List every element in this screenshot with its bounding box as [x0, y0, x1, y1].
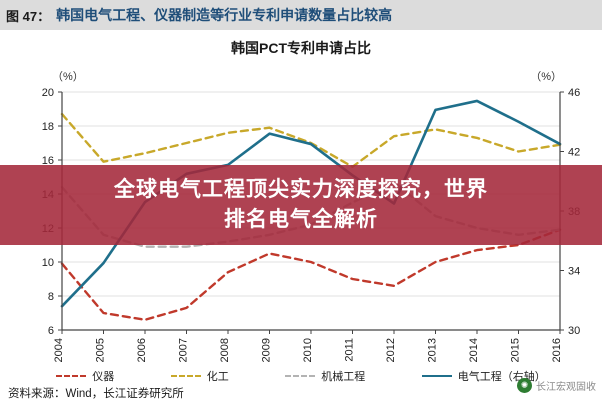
figure-header: 图 47： 韩国电气工程、仪器制造等行业专利申请数量占比较高: [0, 0, 602, 32]
chart-legend: 仪器 化工 机械工程 电气工程（右轴）: [0, 365, 602, 387]
legend-item-mechanical: 机械工程: [285, 368, 365, 384]
svg-text:2016: 2016: [551, 338, 563, 362]
legend-item-instrument: 仪器: [56, 368, 114, 384]
left-axis-unit: （%）: [52, 71, 84, 83]
svg-text:2005: 2005: [95, 338, 107, 362]
svg-text:2010: 2010: [302, 338, 314, 362]
overlay-line-2: 排名电气全解析: [224, 208, 378, 231]
overlay-line-1: 全球电气工程顶尖实力深度探究，世界: [114, 178, 488, 201]
legend-label-mechanical: 机械工程: [321, 371, 366, 383]
svg-text:42: 42: [568, 147, 580, 159]
svg-text:2012: 2012: [385, 338, 397, 362]
figure-title: 韩国电气工程、仪器制造等行业专利申请数量占比较高: [56, 7, 393, 23]
source-note: 资料来源：Wind，长江证券研究所: [8, 388, 184, 400]
legend-swatch-chemical: [170, 375, 201, 377]
svg-text:2014: 2014: [468, 338, 480, 362]
legend-swatch-mechanical: [285, 375, 316, 377]
figure-number: 图 47：: [6, 8, 51, 24]
svg-text:8: 8: [48, 291, 54, 303]
legend-swatch-instrument: [56, 375, 87, 377]
x-axis-ticks: 2004 2005 2006 2007 2008 2009 2010 2011 2012 2013…: [53, 330, 563, 362]
svg-text:46: 46: [568, 87, 580, 99]
svg-text:2006: 2006: [136, 338, 148, 362]
right-axis-unit: （%）: [530, 71, 562, 83]
svg-text:18: 18: [42, 121, 54, 133]
svg-text:10: 10: [42, 257, 54, 269]
svg-text:6: 6: [48, 325, 54, 337]
svg-text:2015: 2015: [510, 338, 522, 362]
svg-text:34: 34: [568, 266, 580, 278]
watermark-label: 长江宏观固收: [536, 382, 596, 393]
svg-text:2004: 2004: [53, 338, 65, 362]
svg-text:20: 20: [42, 87, 54, 99]
leaf-icon: ✺: [517, 378, 532, 393]
svg-text:30: 30: [568, 325, 580, 337]
legend-swatch-electrical: [421, 375, 452, 377]
legend-label-chemical: 化工: [206, 371, 229, 383]
svg-text:16: 16: [42, 155, 54, 167]
svg-text:2007: 2007: [178, 338, 190, 362]
svg-text:2008: 2008: [219, 338, 231, 362]
watermark: ✺ 长江宏观固收: [517, 378, 596, 393]
legend-label-instrument: 仪器: [92, 371, 115, 383]
svg-text:2013: 2013: [427, 338, 439, 362]
figure-footer: 资料来源：Wind，长江证券研究所: [0, 386, 602, 400]
overlay-banner: 全球电气工程顶尖实力深度探究，世界 排名电气全解析: [0, 165, 602, 245]
chart-title: 韩国PCT专利申请占比: [231, 40, 371, 56]
svg-text:2011: 2011: [344, 338, 356, 362]
svg-text:2009: 2009: [261, 338, 273, 362]
legend-item-chemical: 化工: [170, 368, 229, 384]
